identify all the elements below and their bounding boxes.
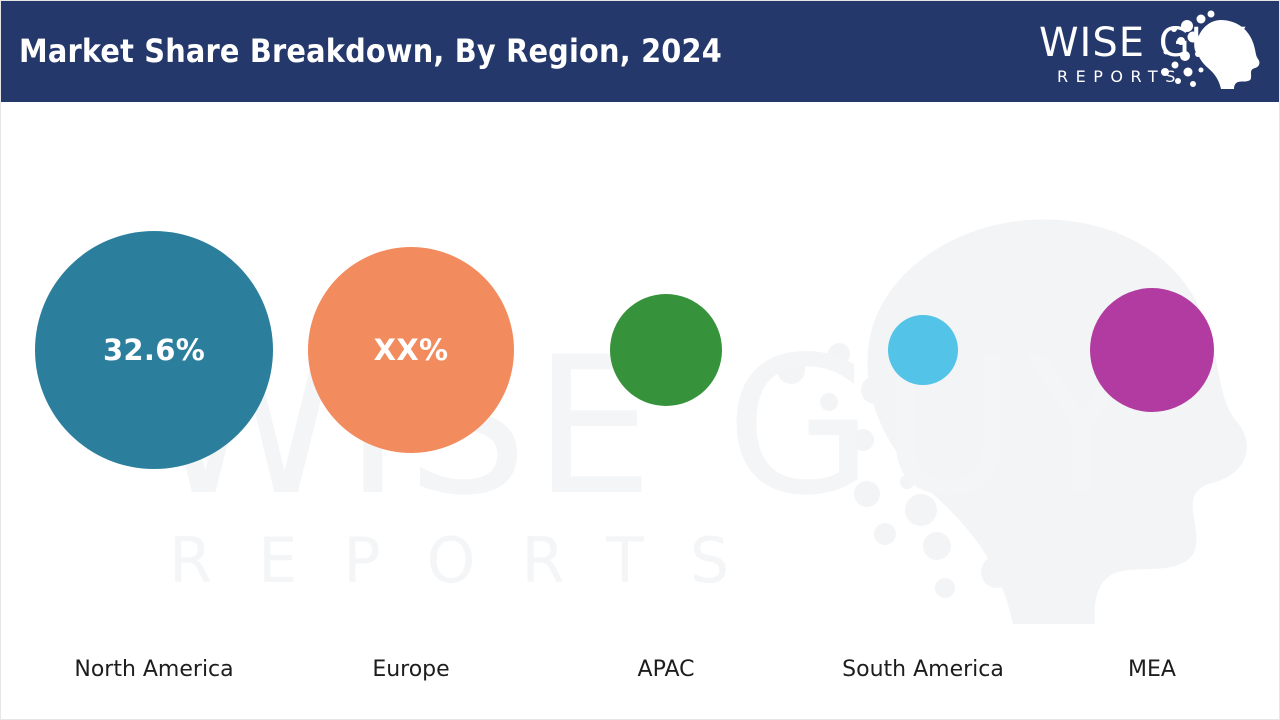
svg-text:WISE GUY: WISE GUY xyxy=(1039,20,1246,66)
bubble-series: 32.6% XX% xyxy=(1,102,1279,719)
axis-label-south-america: South America xyxy=(842,657,1004,682)
svg-text:REPORTS: REPORTS xyxy=(1057,67,1183,86)
axis-label-apac: APAC xyxy=(637,657,695,682)
axis-label-europe: Europe xyxy=(372,657,450,682)
bubble-value-label-europe: XX% xyxy=(373,333,449,367)
bubble-europe[interactable]: XX% xyxy=(308,247,514,453)
bubble-south-america[interactable] xyxy=(888,315,958,385)
axis-label-north-america: North America xyxy=(74,657,234,682)
bubble-value-label-north-america: 32.6% xyxy=(102,333,206,367)
bubble-north-america[interactable]: 32.6% xyxy=(35,231,273,469)
header-bar: Market Share Breakdown, By Region, 2024 xyxy=(1,1,1279,102)
category-axis-labels: North America Europe APAC South America … xyxy=(1,657,1279,719)
wise-guy-reports-logo: WISE GUY REPORTS xyxy=(1035,10,1267,94)
chart-plot-area: WISE GUY REPORTS 32.6% XX% No xyxy=(1,102,1279,719)
axis-label-mea: MEA xyxy=(1128,657,1176,682)
bubble-mea[interactable] xyxy=(1090,288,1214,412)
bubble-apac[interactable] xyxy=(610,294,722,406)
page-title: Market Share Breakdown, By Region, 2024 xyxy=(19,31,723,70)
